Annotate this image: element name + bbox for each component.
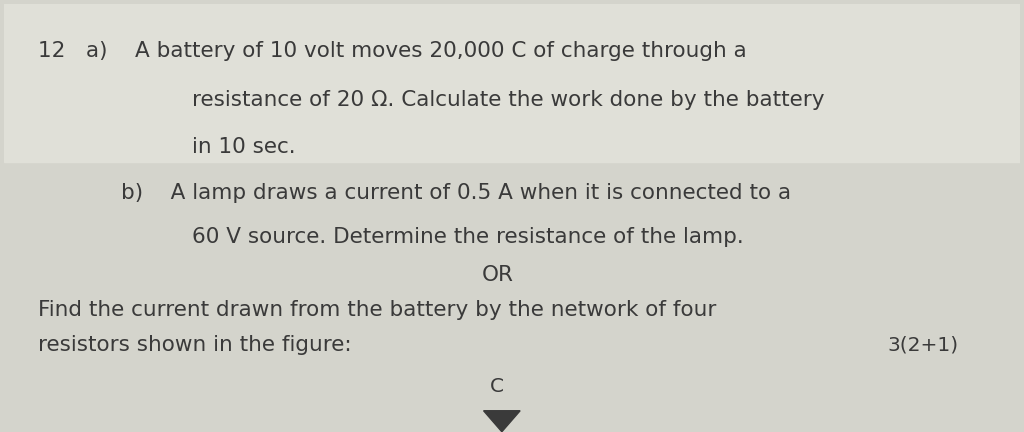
Bar <box>4 0 1020 162</box>
Text: OR: OR <box>481 265 513 285</box>
Text: C: C <box>489 378 504 397</box>
Text: resistors shown in the figure:: resistors shown in the figure: <box>38 335 351 356</box>
Text: 12   a)    A battery of 10 volt moves 20,000 C of charge through a: 12 a) A battery of 10 volt moves 20,000 … <box>38 41 746 61</box>
Text: 60 V source. Determine the resistance of the lamp.: 60 V source. Determine the resistance of… <box>193 227 743 247</box>
Text: b)    A lamp draws a current of 0.5 A when it is connected to a: b) A lamp draws a current of 0.5 A when … <box>121 183 792 203</box>
Text: in 10 sec.: in 10 sec. <box>193 137 296 157</box>
Text: 3(2+1): 3(2+1) <box>888 335 958 354</box>
Text: resistance of 20 Ω. Calculate the work done by the battery: resistance of 20 Ω. Calculate the work d… <box>193 90 824 110</box>
Polygon shape <box>483 411 520 432</box>
Text: Find the current drawn from the battery by the network of four: Find the current drawn from the battery … <box>38 300 716 320</box>
